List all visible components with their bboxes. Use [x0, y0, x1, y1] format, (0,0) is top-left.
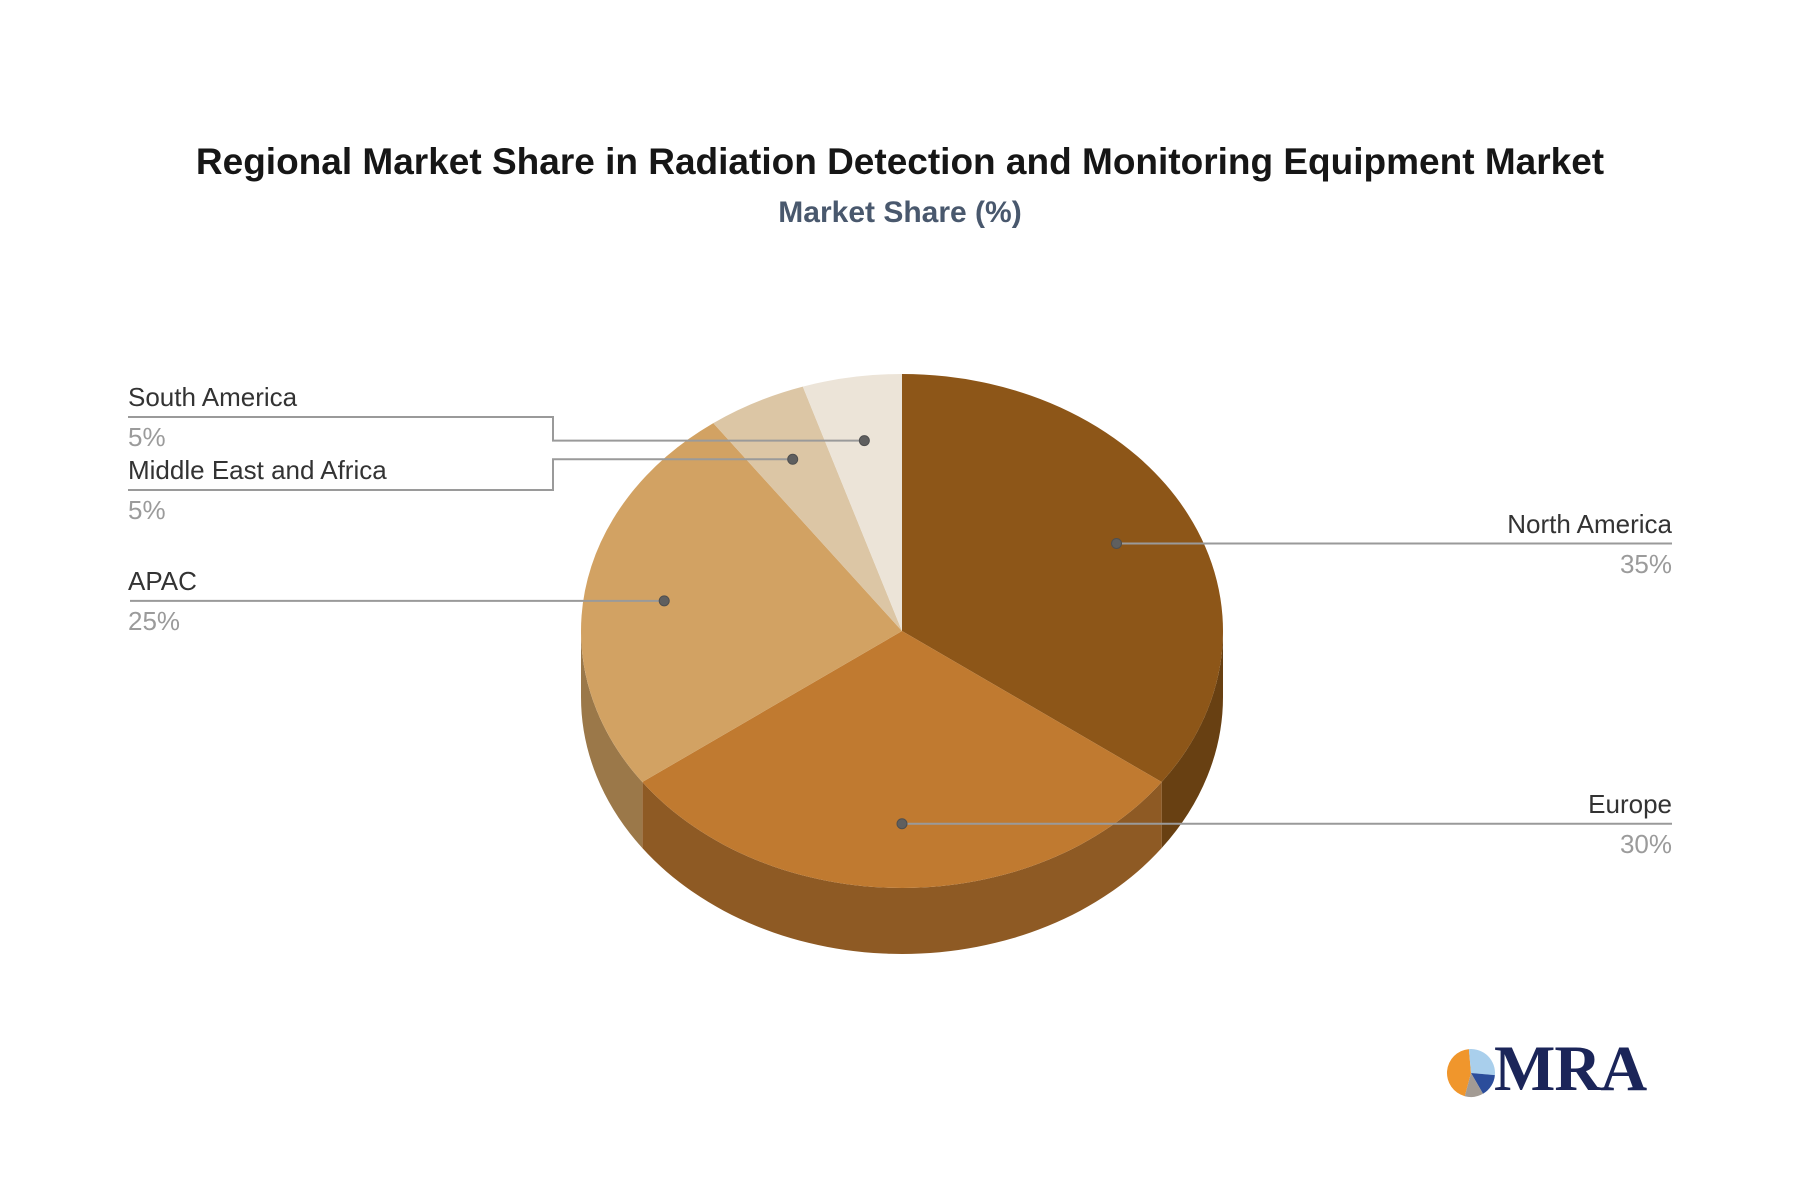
- pie-slice-north-america[interactable]: [902, 374, 1223, 783]
- callout-label-apac: APAC 25%: [128, 566, 197, 636]
- chart-subtitle: Market Share (%): [778, 196, 1022, 229]
- slice-percent: 5%: [128, 422, 166, 452]
- callout-label-north-america: North America 35%: [1507, 509, 1672, 579]
- callout-label-south-america: South America 5%: [128, 382, 297, 452]
- slice-percent: 5%: [128, 495, 166, 525]
- callout-label-middle-east-and-africa: Middle East and Africa 5%: [128, 455, 387, 525]
- callout-dot-south-america: [858, 435, 870, 447]
- pie-side-apac: [581, 631, 643, 849]
- slice-percent: 25%: [128, 606, 181, 636]
- slice-label: Middle East and Africa: [128, 455, 387, 485]
- slice-label: Europe: [1588, 789, 1672, 819]
- slice-label: North America: [1507, 509, 1672, 539]
- callout-dot-apac: [658, 595, 670, 607]
- callout-line-south-america: [128, 416, 865, 442]
- callout-dot-north-america: [1111, 537, 1123, 549]
- pie-slice-south-america[interactable]: [802, 374, 902, 631]
- slice-label: South America: [128, 382, 298, 412]
- slice-label: APAC: [128, 566, 197, 596]
- pie-side-north-america: [1161, 631, 1223, 849]
- slice-percent: 30%: [1619, 829, 1672, 859]
- mra-logo-text: MRA: [1494, 1033, 1647, 1105]
- callout-line-middle-east-and-africa: [128, 458, 793, 491]
- mra-logo: MRA: [1446, 1033, 1647, 1105]
- mra-logo-pie-icon: [1446, 1049, 1495, 1098]
- callout-dot-middle-east-and-africa: [787, 453, 799, 465]
- pie-slice-apac[interactable]: [581, 423, 902, 783]
- pie-side-europe: [642, 782, 1162, 954]
- pie-slice-middle-east-and-africa[interactable]: [713, 386, 902, 631]
- chart-title: Regional Market Share in Radiation Detec…: [195, 141, 1605, 182]
- callout-dot-europe: [896, 818, 908, 830]
- slice-percent: 35%: [1619, 549, 1672, 579]
- callout-label-europe: Europe 30%: [1588, 789, 1672, 859]
